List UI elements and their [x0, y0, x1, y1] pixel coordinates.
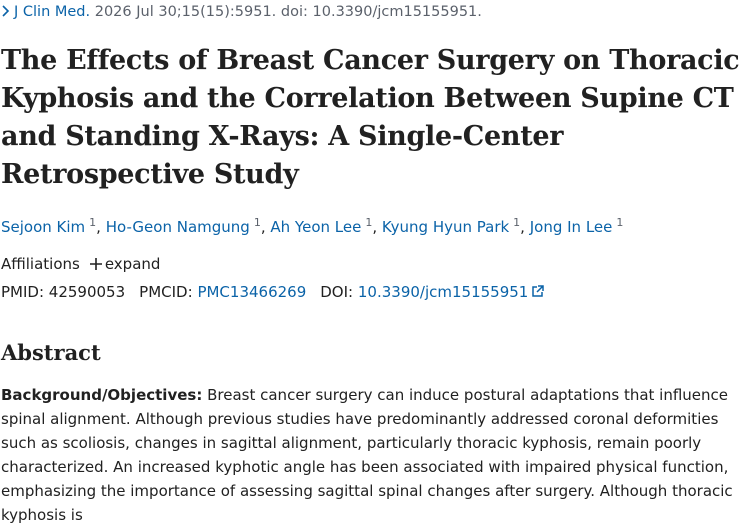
identifier-label: DOI:	[320, 283, 354, 301]
author-separator: ,	[96, 218, 101, 236]
abstract-text: Background/Objectives: Breast cancer sur…	[1, 383, 749, 527]
chevron-icon	[2, 5, 10, 17]
author-link[interactable]: Sejoon Kim	[1, 218, 86, 236]
journal-link[interactable]: J Clin Med.	[14, 4, 91, 20]
affiliations-label: Affiliations	[1, 255, 80, 273]
identifier-label: PMCID:	[139, 283, 193, 301]
affiliation-number[interactable]: 1	[513, 216, 521, 229]
affiliations: Affiliations expand	[1, 255, 160, 273]
affiliation-number[interactable]: 1	[365, 216, 373, 229]
article-title: The Effects of Breast Cancer Surgery on …	[1, 45, 740, 190]
plus-icon[interactable]	[89, 258, 102, 270]
section-text: Breast cancer surgery can induce postura…	[1, 386, 733, 524]
citation-details: 2026 Jul 30;15(15):5951. doi: 10.3390/jc…	[94, 4, 482, 20]
author-separator: ,	[260, 218, 266, 236]
article: J Clin Med. 2026 Jul 30;15(15):5951. doi…	[1, 4, 740, 524]
abstract-heading: Abstract	[1, 340, 101, 365]
identifier-value: 42590053	[48, 283, 126, 301]
author-separator: ,	[372, 218, 378, 236]
section-label: Background/Objectives:	[1, 386, 203, 404]
identifier-label: PMID:	[1, 283, 45, 301]
page: J Clin Med. 2026 Jul 30;15(15):5951. doi…	[1, 4, 740, 524]
identifier-link[interactable]: PMC13466269	[197, 283, 307, 301]
identifier-link[interactable]: 10.3390/jcm15155951	[357, 283, 529, 301]
author-link[interactable]: Jong In Lee	[529, 218, 613, 236]
expand-toggle[interactable]: expand	[104, 255, 161, 273]
author-link[interactable]: Kyung Hyun Park	[381, 218, 510, 236]
author-link[interactable]: Ah Yeon Lee	[270, 218, 362, 236]
identifier: DOI: 10.3390/jcm15155951	[320, 283, 545, 301]
identifiers: PMID: 42590053 PMCID: PMC13466269 DOI: 10.…	[1, 283, 558, 301]
identifier: PMID: 42590053	[1, 283, 125, 301]
citation: J Clin Med. 2026 Jul 30;15(15):5951. doi…	[1, 4, 482, 20]
identifier: PMCID: PMC13466269	[139, 283, 306, 301]
affiliation-number[interactable]: 1	[89, 216, 97, 229]
author-link[interactable]: Ho-Geon Namgung	[105, 218, 250, 236]
affiliation-number[interactable]: 1	[616, 216, 624, 229]
affiliation-number[interactable]: 1	[253, 216, 261, 229]
author-list: Sejoon Kim 1, Ho-Geon Namgung 1, Ah Yeon L…	[1, 216, 623, 236]
author-separator: ,	[520, 218, 525, 236]
external-link-icon[interactable]	[531, 285, 545, 298]
